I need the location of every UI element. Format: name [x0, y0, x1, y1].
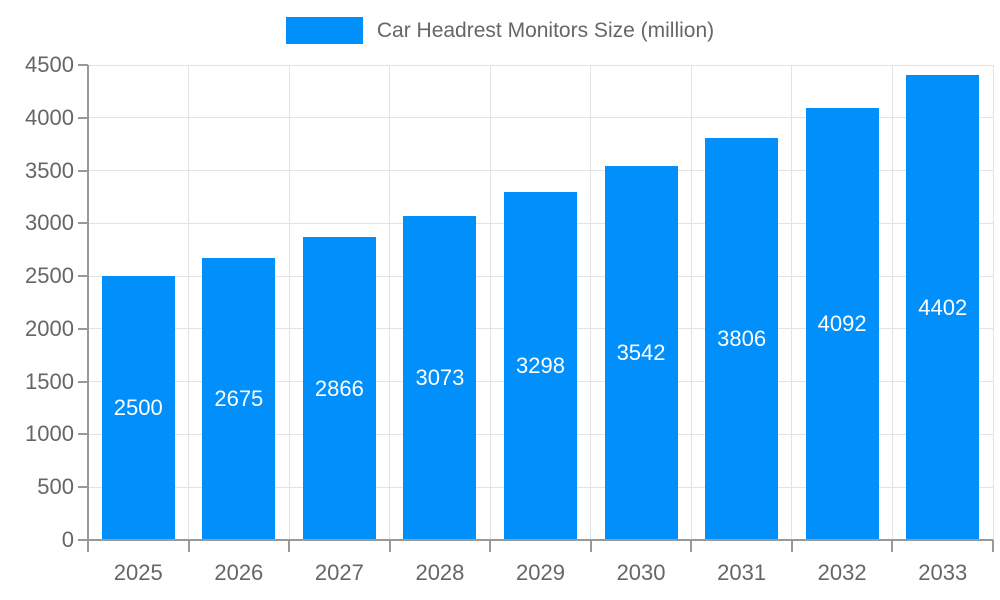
legend-item[interactable]: Car Headrest Monitors Size (million) [285, 17, 715, 44]
bar-value-label: 2866 [314, 375, 364, 401]
gridline-vertical [992, 65, 994, 540]
gridline-vertical [590, 65, 592, 540]
bar-value-label: 3542 [616, 340, 666, 366]
y-axis-tick [78, 64, 88, 66]
bar-2026 [202, 257, 276, 539]
gridline-horizontal [88, 64, 993, 66]
gridline-horizontal [88, 170, 993, 172]
bar-value-label: 3073 [415, 364, 465, 390]
y-axis-tick [78, 169, 88, 172]
bar-value-label: 4092 [817, 311, 867, 337]
x-axis-label: 2030 [616, 560, 666, 585]
gridline-vertical [791, 65, 793, 540]
y-axis-label: 1000 [25, 421, 74, 447]
x-axis-tick [489, 540, 492, 552]
x-axis-label: 2028 [415, 560, 465, 585]
x-axis-label: 2032 [817, 560, 867, 585]
x-axis-tick [891, 540, 894, 552]
y-axis-label: 4500 [25, 52, 74, 77]
gridline-vertical [188, 65, 190, 540]
gridline-vertical [288, 65, 290, 540]
y-axis-tick [78, 486, 88, 489]
x-axis-tick [589, 540, 592, 552]
y-axis-label: 3500 [25, 157, 74, 183]
gridline-horizontal [88, 117, 993, 119]
y-axis-label: 2500 [25, 263, 74, 289]
bar-2029 [504, 191, 577, 539]
bar-value-label: 2675 [214, 385, 264, 411]
legend: Car Headrest Monitors Size (million) [0, 17, 1000, 44]
bar-value-label: 4402 [918, 294, 968, 320]
bar-2031 [705, 138, 779, 539]
y-axis-label: 500 [37, 474, 74, 500]
y-axis-tick [78, 222, 88, 225]
x-axis-label: 2026 [214, 560, 264, 585]
gridline-vertical [489, 65, 491, 540]
bar-value-label: 3298 [516, 352, 565, 378]
gridline-vertical [690, 65, 692, 540]
x-axis-tick [388, 540, 391, 552]
y-axis-label: 1500 [25, 368, 74, 394]
y-axis-tick [78, 327, 88, 330]
x-axis-line [88, 539, 993, 541]
y-axis-label: 0 [61, 527, 74, 552]
gridline-vertical [891, 65, 893, 540]
x-axis-label: 2025 [113, 560, 163, 585]
y-axis-line [87, 65, 89, 552]
x-axis-tick [690, 540, 693, 552]
bar-2025 [101, 276, 175, 539]
bar-2027 [302, 237, 376, 539]
y-axis-label: 3000 [25, 210, 74, 236]
x-axis-tick [288, 540, 291, 552]
x-axis-label: 2033 [918, 560, 968, 585]
bar-2028 [403, 215, 477, 539]
legend-swatch-icon [285, 17, 363, 44]
x-axis-label: 2031 [717, 560, 767, 585]
y-axis-tick [78, 433, 88, 436]
gridline-vertical [389, 65, 391, 540]
y-axis-label: 2000 [25, 315, 74, 341]
bar-2030 [604, 166, 678, 539]
legend-label: Car Headrest Monitors Size (million) [376, 19, 715, 42]
y-axis-tick [78, 275, 88, 278]
bar-2033 [906, 75, 980, 539]
bar-2032 [805, 108, 879, 539]
y-axis-label: 4000 [25, 104, 74, 130]
y-axis-tick [78, 116, 88, 119]
x-axis-label: 2029 [516, 560, 565, 585]
bar-value-label: 3806 [717, 326, 767, 352]
x-axis-tick [187, 540, 190, 552]
y-axis-tick [78, 380, 88, 383]
x-axis-label: 2027 [314, 560, 364, 585]
bar-value-label: 2500 [113, 395, 163, 421]
x-axis-tick [790, 540, 793, 552]
x-axis-tick [992, 540, 994, 552]
y-axis-tick [78, 539, 88, 541]
